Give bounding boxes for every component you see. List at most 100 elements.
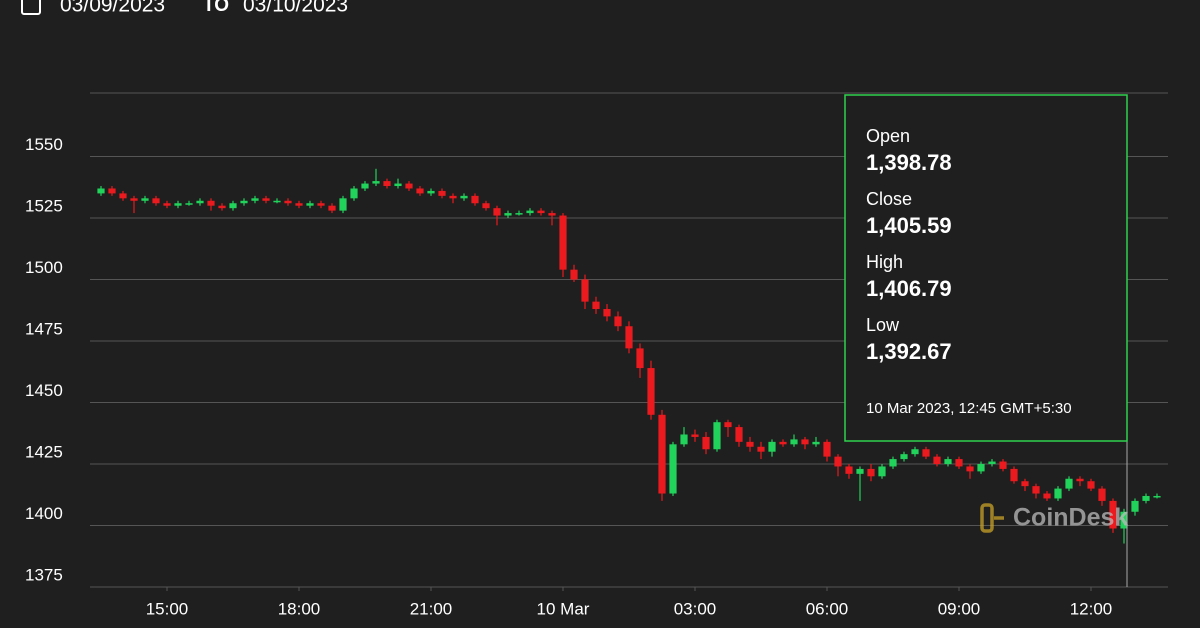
candle-body: [251, 198, 259, 201]
x-tick-label: 03:00: [674, 599, 717, 618]
candle-body: [427, 190, 435, 194]
tooltip-label: Close: [866, 189, 912, 209]
tooltip-value: 1,398.78: [866, 150, 952, 175]
candle-body: [559, 215, 567, 270]
candle-body: [163, 203, 171, 206]
y-tick-label: 1425: [25, 442, 63, 461]
candle-body: [944, 459, 952, 464]
candle-body: [867, 468, 875, 477]
candle-body: [680, 434, 688, 445]
candle-body: [262, 198, 270, 201]
date-from: 03/09/2023: [60, 0, 165, 17]
candle-body: [1109, 500, 1117, 529]
candle-body: [823, 441, 831, 457]
candle-body: [801, 439, 809, 445]
candle-body: [482, 203, 490, 209]
candle-body: [130, 198, 138, 201]
candle-body: [284, 200, 292, 204]
candle-body: [306, 203, 314, 206]
x-tick-label: 06:00: [806, 599, 849, 618]
checkbox[interactable]: [21, 0, 41, 15]
candle-body: [592, 301, 600, 310]
x-tick-label: 21:00: [410, 599, 453, 618]
candle-body: [691, 434, 699, 437]
candle-body: [834, 456, 842, 467]
y-tick-label: 1400: [25, 504, 63, 523]
candle-body: [350, 188, 358, 199]
candle-body: [581, 279, 589, 302]
candle-body: [922, 449, 930, 457]
candle-body: [1076, 478, 1084, 482]
candle-body: [548, 213, 556, 216]
candle-body: [240, 200, 248, 204]
candle-body: [1010, 468, 1018, 482]
y-tick-label: 1500: [25, 258, 63, 277]
candle-body: [768, 441, 776, 452]
candle-body: [328, 205, 336, 211]
y-tick-label: 1550: [25, 135, 63, 154]
candle-body: [317, 203, 325, 206]
candle-body: [856, 468, 864, 474]
candle-body: [438, 190, 446, 196]
watermark-text: CoinDesk: [1013, 504, 1128, 532]
candle-body: [493, 208, 501, 216]
candle-body: [658, 414, 666, 494]
candle-body: [405, 183, 413, 189]
candle-body: [977, 464, 985, 472]
to-word: TO: [203, 0, 229, 16]
candle-body: [966, 466, 974, 472]
candle-body: [449, 195, 457, 199]
watermark-logo: [980, 503, 1004, 533]
candle-body: [97, 188, 105, 194]
candle-body: [196, 200, 204, 204]
tooltip-label: Open: [866, 126, 910, 146]
candle-body: [757, 446, 765, 452]
candle-body: [141, 198, 149, 201]
candle-body: [361, 183, 369, 189]
candle-body: [911, 449, 919, 455]
candle-body: [1153, 495, 1161, 498]
candle-body: [383, 181, 391, 187]
candle-body: [185, 203, 193, 205]
candle-body: [1142, 495, 1150, 501]
candles: [97, 168, 1161, 544]
candle-body: [570, 269, 578, 280]
candle-body: [471, 195, 479, 204]
candle-body: [900, 454, 908, 460]
candle-body: [1043, 493, 1051, 499]
y-tick-label: 1475: [25, 319, 63, 338]
x-tick-label: 12:00: [1070, 599, 1113, 618]
watermark: CoinDesk: [980, 503, 1128, 533]
candle-body: [779, 441, 787, 445]
tooltip-label: High: [866, 252, 903, 272]
tooltip-value: 1,405.59: [866, 213, 952, 238]
candle-body: [394, 183, 402, 187]
date-to: 03/10/2023: [243, 0, 348, 17]
candle-body: [339, 198, 347, 211]
candle-body: [108, 188, 116, 194]
candle-body: [735, 427, 743, 442]
candle-body: [746, 441, 754, 447]
candle-body: [1065, 478, 1073, 489]
candle-body: [229, 203, 237, 209]
candle-body: [1021, 481, 1029, 487]
candle-body: [933, 456, 941, 464]
candle-body: [669, 444, 677, 494]
candle-body: [526, 210, 534, 214]
tooltip-value: 1,392.67: [866, 339, 952, 364]
tooltip-value: 1,406.79: [866, 276, 952, 301]
candle-body: [603, 309, 611, 317]
candle-body: [416, 188, 424, 194]
candle-body: [702, 436, 710, 450]
candle-body: [504, 213, 512, 216]
x-tick-label: 18:00: [278, 599, 321, 618]
candle-body: [955, 459, 963, 467]
candle-body: [614, 316, 622, 327]
candle-body: [625, 326, 633, 349]
x-tick-label: 15:00: [146, 599, 189, 618]
candle-body: [152, 198, 160, 204]
tooltip-label: Low: [866, 315, 900, 335]
candle-body: [1131, 500, 1139, 512]
tooltip: Open 1,398.78 Close 1,405.59 High 1,406.79 Low…: [866, 126, 1072, 417]
candle-body: [207, 200, 215, 206]
